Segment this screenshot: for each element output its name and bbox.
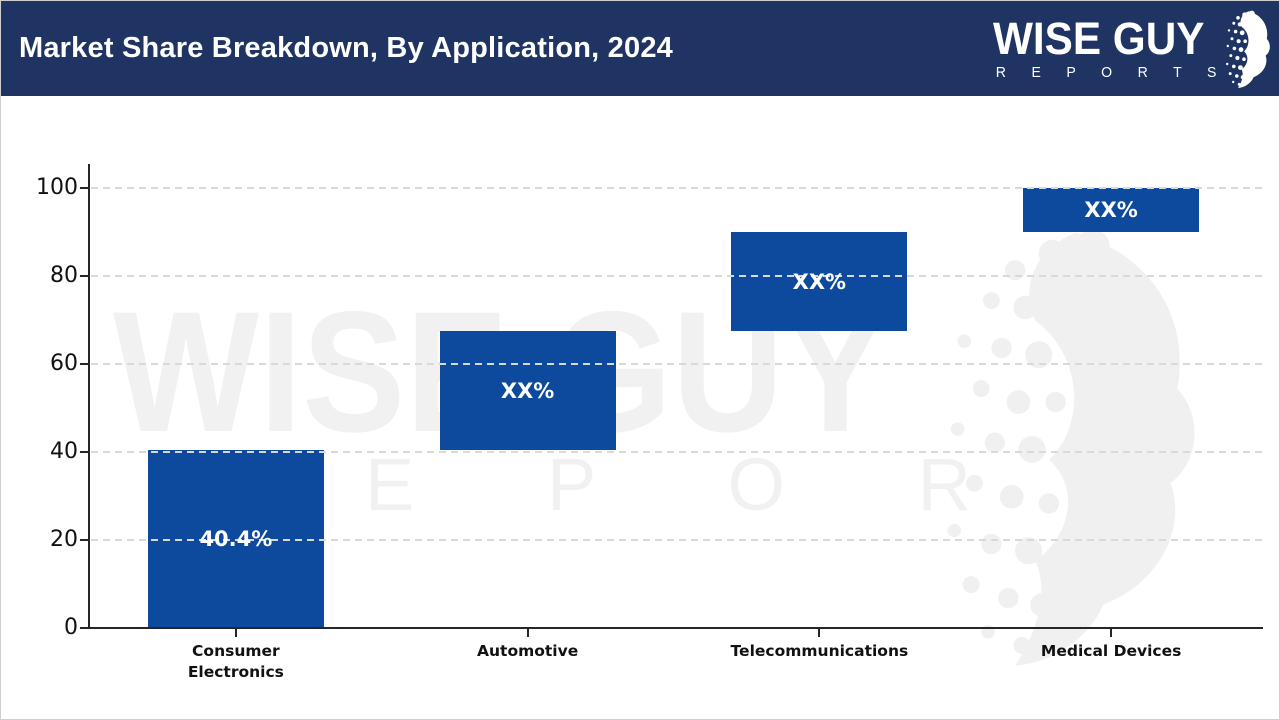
bar-telecommunications — [731, 232, 908, 331]
y-tick — [80, 627, 88, 629]
x-axis-line — [86, 627, 1263, 629]
header-bar: Market Share Breakdown, By Application, … — [1, 1, 1279, 96]
bar-automotive — [439, 331, 616, 451]
watermark-face-icon — [947, 229, 1195, 666]
y-tick — [80, 363, 88, 365]
logo-text-block: WISE GUY R E P O R T S — [992, 13, 1227, 81]
x-tick-consumer-electronics — [234, 629, 237, 637]
gridline-80 — [91, 275, 1263, 277]
x-tick-label-medical-devices: Medical Devices — [1040, 642, 1182, 660]
gridline-60 — [91, 363, 1263, 365]
y-tick — [80, 451, 88, 453]
y-axis-line — [88, 164, 90, 629]
x-tick-medical-devices — [1110, 629, 1113, 637]
y-tick-label: 40 — [50, 439, 78, 464]
y-tick-label: 80 — [50, 263, 78, 288]
y-tick-label: 60 — [50, 351, 78, 376]
bar-label-consumer-electronics: 40.4% — [199, 527, 273, 552]
gridline-40 — [91, 451, 1263, 453]
bar-label-telecommunications: XX% — [792, 269, 847, 294]
watermark-subtitle: R E P O R T S — [179, 443, 1280, 526]
logo-wordmark: WISE GUY — [992, 13, 1205, 64]
gridline-100 — [91, 187, 1263, 189]
y-tick-label: 20 — [50, 527, 78, 552]
y-tick-label: 0 — [64, 615, 78, 640]
wiseguy-logo: WISE GUY R E P O R T S — [978, 7, 1271, 91]
x-tick-label-automotive: Automotive — [477, 642, 579, 660]
y-tick-label: 100 — [36, 175, 78, 200]
x-tick-automotive — [526, 629, 529, 637]
gridline-20 — [91, 539, 1263, 541]
x-tick-telecommunications — [818, 629, 821, 637]
y-tick — [80, 275, 88, 277]
page-title: Market Share Breakdown, By Application, … — [19, 32, 673, 64]
bar-label-automotive: XX% — [500, 378, 555, 403]
logo-subtitle: R E P O R T S — [995, 64, 1227, 81]
y-tick — [80, 187, 88, 189]
x-tick-label-telecommunications: Telecommunications — [730, 642, 909, 660]
bar-label-medical-devices: XX% — [1084, 198, 1138, 222]
bar-medical-devices — [1023, 188, 1200, 232]
y-tick — [80, 539, 88, 541]
x-tick-label-consumer-electronics: Consumer Electronics — [187, 642, 284, 681]
